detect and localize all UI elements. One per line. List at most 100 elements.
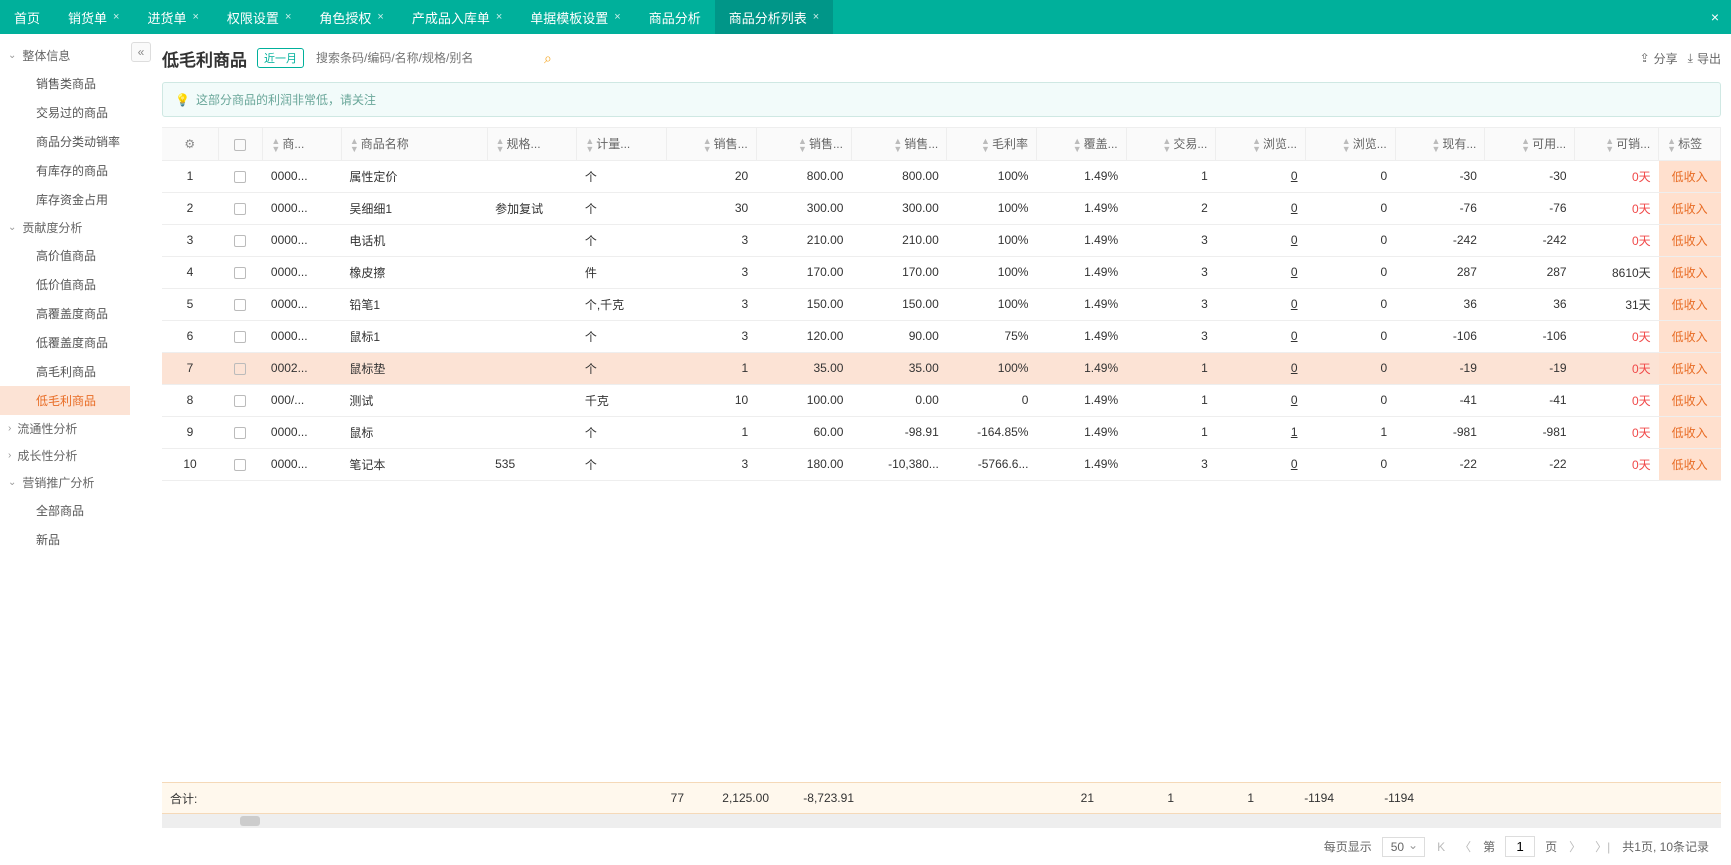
sort-icon[interactable] [271, 137, 280, 153]
tab-close-icon[interactable]: × [614, 11, 620, 23]
sort-icon[interactable] [1431, 137, 1440, 153]
row-checkbox[interactable] [234, 235, 246, 247]
col-view2[interactable]: 浏览... [1306, 128, 1396, 160]
sidebar-item-高毛利商品[interactable]: 高毛利商品 [0, 357, 130, 386]
tab-首页[interactable]: 首页 [0, 0, 54, 34]
sort-icon[interactable] [496, 137, 505, 153]
tab-单据模板设置[interactable]: 单据模板设置× [516, 0, 634, 34]
tab-销货单[interactable]: 销货单× [54, 0, 133, 34]
col-code[interactable]: 商... [263, 128, 341, 160]
table-row[interactable]: 8000/...测试千克10100.000.0001.49%100-41-410… [162, 384, 1721, 416]
sidebar-group-贡献度分析[interactable]: ⌄贡献度分析 [0, 214, 130, 241]
sort-icon[interactable] [1667, 137, 1676, 153]
table-row[interactable]: 30000...电话机个3210.00210.00100%1.49%300-24… [162, 224, 1721, 256]
table-row[interactable]: 20000...吴细细1参加复试个30300.00300.00100%1.49%… [162, 192, 1721, 224]
sort-icon[interactable] [1521, 137, 1530, 153]
sidebar-item-低毛利商品[interactable]: 低毛利商品 [0, 386, 130, 415]
table-row[interactable]: 60000...鼠标1个3120.0090.0075%1.49%300-106-… [162, 320, 1721, 352]
sidebar-item-高覆盖度商品[interactable]: 高覆盖度商品 [0, 299, 130, 328]
sort-icon[interactable] [350, 137, 359, 153]
row-checkbox[interactable] [234, 203, 246, 215]
collapse-sidebar-button[interactable]: « [131, 42, 151, 62]
sidebar-item-交易过的商品[interactable]: 交易过的商品 [0, 98, 130, 127]
col-spec[interactable]: 规格... [487, 128, 577, 160]
table-row[interactable]: 40000...橡皮擦件3170.00170.00100%1.49%300287… [162, 256, 1721, 288]
sidebar-group-整体信息[interactable]: ⌄整体信息 [0, 42, 130, 69]
close-all-tabs-button[interactable]: × [1699, 0, 1731, 34]
col-name[interactable]: 商品名称 [341, 128, 487, 160]
sidebar-item-销售类商品[interactable]: 销售类商品 [0, 69, 130, 98]
table-row[interactable]: 10000...属性定价个20800.00800.00100%1.49%100-… [162, 160, 1721, 192]
tab-close-icon[interactable]: × [813, 11, 819, 23]
tab-close-icon[interactable]: × [377, 11, 383, 23]
sort-icon[interactable] [1605, 137, 1614, 153]
tab-商品分析列表[interactable]: 商品分析列表× [715, 0, 833, 34]
prev-page-button[interactable]: 〈 [1457, 838, 1473, 855]
col-seq[interactable]: ⚙ [162, 128, 218, 160]
row-checkbox[interactable] [234, 427, 246, 439]
tab-close-icon[interactable]: × [192, 11, 198, 23]
sort-icon[interactable] [1252, 137, 1261, 153]
sort-icon[interactable] [703, 137, 712, 153]
sidebar-group-流通性分析[interactable]: ›流通性分析 [0, 415, 130, 442]
tab-权限设置[interactable]: 权限设置× [213, 0, 305, 34]
tab-商品分析[interactable]: 商品分析 [635, 0, 715, 34]
row-checkbox[interactable] [234, 459, 246, 471]
table-row[interactable]: 100000...笔记本535个3180.00-10,380...-5766.6… [162, 448, 1721, 480]
sort-icon[interactable] [981, 137, 990, 153]
row-checkbox[interactable] [234, 171, 246, 183]
sidebar-item-低价值商品[interactable]: 低价值商品 [0, 270, 130, 299]
table-row[interactable]: 90000...鼠标个160.00-98.91-164.85%1.49%111-… [162, 416, 1721, 448]
sidebar-group-成长性分析[interactable]: ›成长性分析 [0, 442, 130, 469]
share-button[interactable]: ⇪ 分享 [1640, 50, 1678, 67]
tab-进货单[interactable]: 进货单× [133, 0, 212, 34]
sort-icon[interactable] [1342, 137, 1351, 153]
col-days[interactable]: 可销... [1575, 128, 1659, 160]
sidebar-group-营销推广分析[interactable]: ⌄营销推广分析 [0, 469, 130, 496]
gear-icon[interactable]: ⚙ [184, 137, 195, 151]
sidebar-item-商品分类动销率[interactable]: 商品分类动销率 [0, 127, 130, 156]
horizontal-scrollbar[interactable] [162, 814, 1721, 828]
scrollbar-thumb[interactable] [240, 816, 260, 826]
sidebar-item-库存资金占用[interactable]: 库存资金占用 [0, 185, 130, 214]
tab-产成品入库单[interactable]: 产成品入库单× [398, 0, 516, 34]
row-checkbox[interactable] [234, 395, 246, 407]
col-tag[interactable]: 标签 [1659, 128, 1721, 160]
tab-close-icon[interactable]: × [496, 11, 502, 23]
col-view1[interactable]: 浏览... [1216, 128, 1306, 160]
col-unit[interactable]: 计量... [577, 128, 667, 160]
sort-icon[interactable] [1073, 137, 1082, 153]
col-saleAmt[interactable]: 销售... [756, 128, 851, 160]
sidebar-item-全部商品[interactable]: 全部商品 [0, 496, 130, 525]
period-badge[interactable]: 近一月 [257, 48, 304, 68]
tab-角色授权[interactable]: 角色授权× [305, 0, 397, 34]
export-button[interactable]: ⤓ 导出 [1688, 50, 1721, 67]
row-checkbox[interactable] [234, 267, 246, 279]
sort-icon[interactable] [1162, 137, 1171, 153]
tab-close-icon[interactable]: × [113, 11, 119, 23]
row-checkbox[interactable] [234, 363, 246, 375]
col-chk[interactable] [218, 128, 263, 160]
sort-icon[interactable] [585, 137, 594, 153]
row-checkbox[interactable] [234, 331, 246, 343]
col-margin[interactable]: 毛利率 [947, 128, 1037, 160]
table-row[interactable]: 50000...铅笔1个,千克3150.00150.00100%1.49%300… [162, 288, 1721, 320]
row-checkbox[interactable] [234, 299, 246, 311]
col-cover[interactable]: 覆盖... [1036, 128, 1126, 160]
per-page-select[interactable]: 50 [1382, 837, 1425, 857]
col-saleAmt2[interactable]: 销售... [851, 128, 946, 160]
col-trade[interactable]: 交易... [1126, 128, 1216, 160]
sort-icon[interactable] [893, 137, 902, 153]
sidebar-item-新品[interactable]: 新品 [0, 525, 130, 554]
last-page-button[interactable]: 〉| [1593, 838, 1612, 855]
checkbox-all[interactable] [234, 139, 246, 151]
tab-close-icon[interactable]: × [285, 11, 291, 23]
table-wrap[interactable]: ⚙商...商品名称规格...计量...销售...销售...销售...毛利率覆盖.… [162, 127, 1721, 782]
sidebar-item-有库存的商品[interactable]: 有库存的商品 [0, 156, 130, 185]
next-page-button[interactable]: 〉 [1567, 838, 1583, 855]
search-icon[interactable]: ⌕ [544, 50, 552, 67]
col-saleQty[interactable]: 销售... [667, 128, 757, 160]
sidebar-item-高价值商品[interactable]: 高价值商品 [0, 241, 130, 270]
first-page-button[interactable]: K [1435, 840, 1447, 854]
col-stock[interactable]: 现有... [1395, 128, 1485, 160]
